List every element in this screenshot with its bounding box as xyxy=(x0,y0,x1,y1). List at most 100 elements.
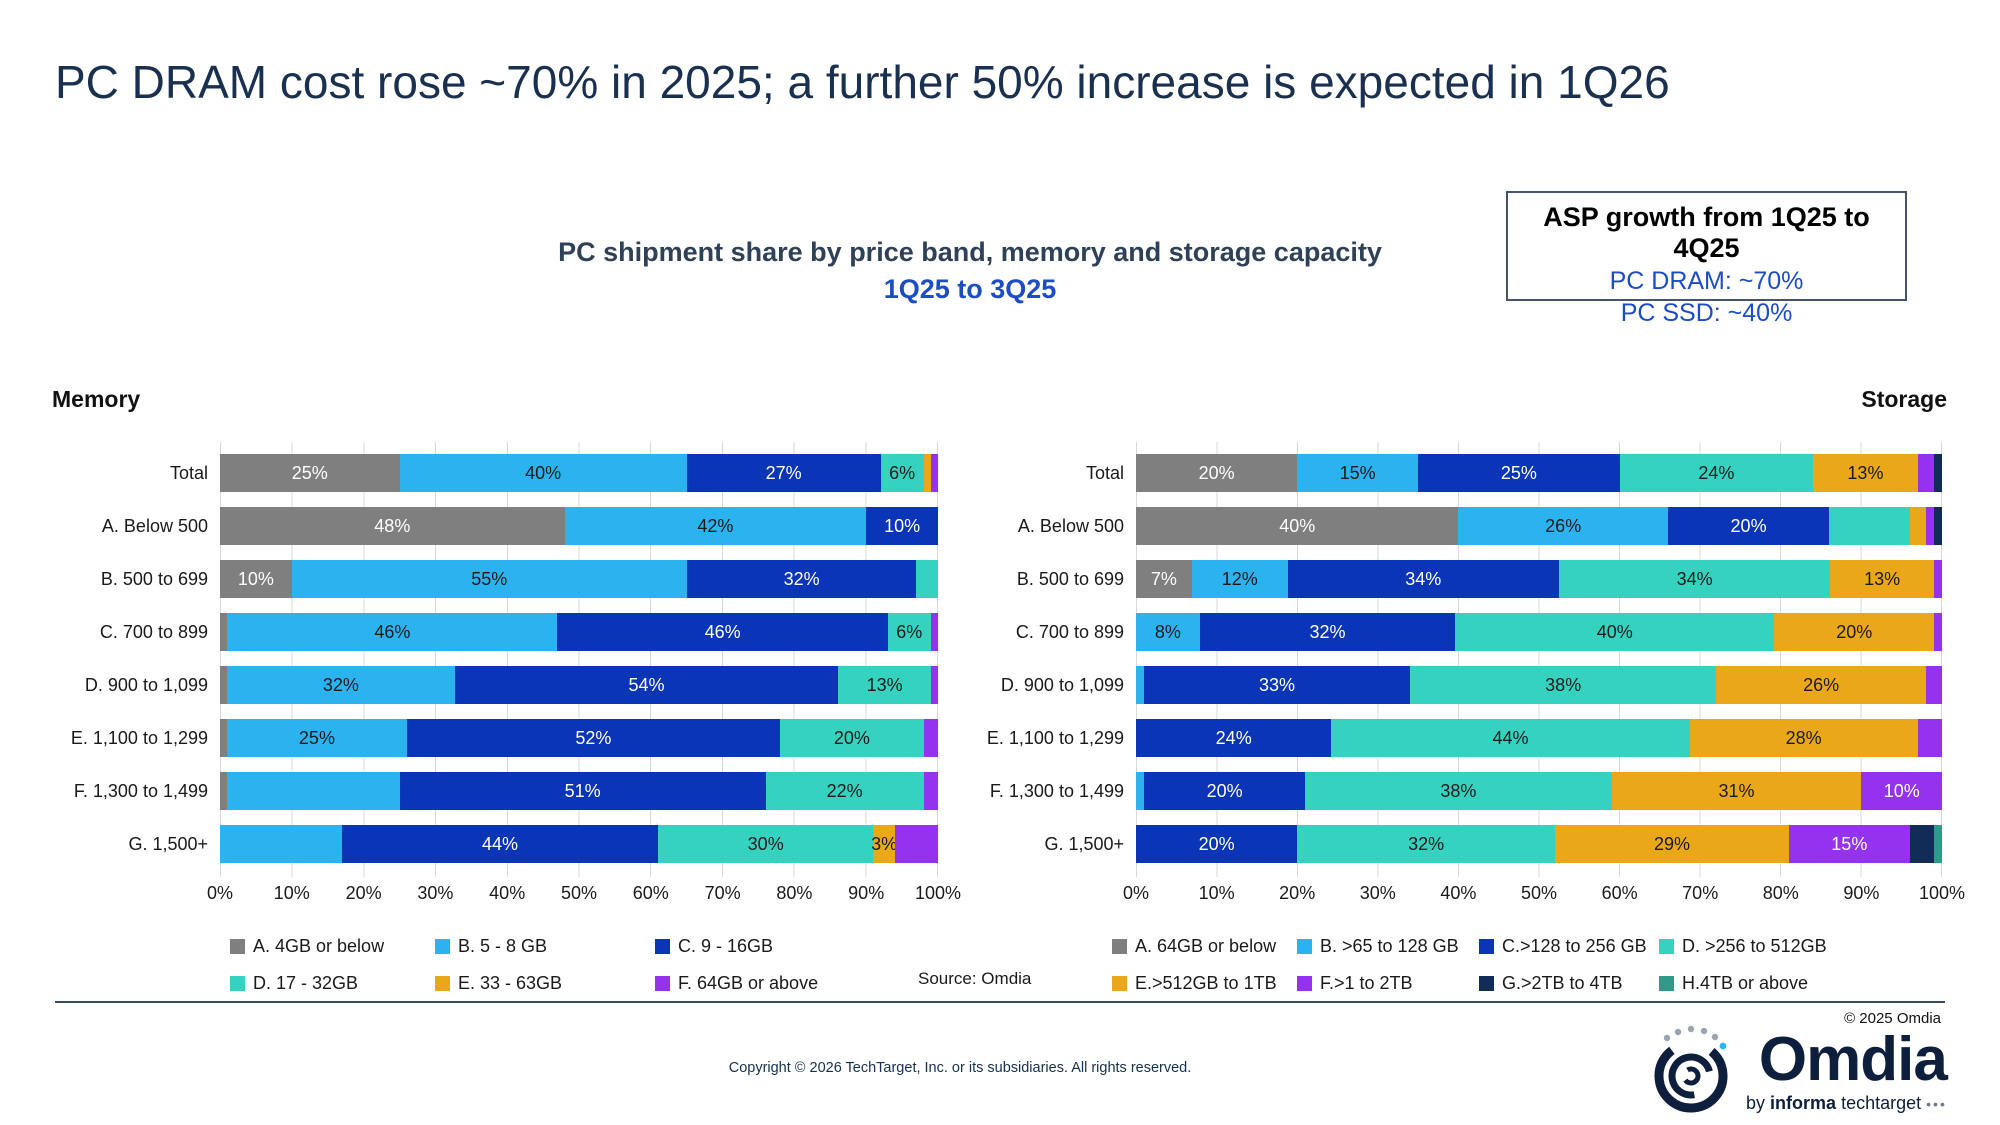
subtitle-line2: 1Q25 to 3Q25 xyxy=(883,274,1057,304)
bar-track: 25% 40% 27% 6% xyxy=(220,454,939,492)
memory-chart-title: Memory xyxy=(52,386,141,412)
category-label: C. 700 to 899 xyxy=(99,621,208,642)
bar-value-label: 25% xyxy=(291,462,328,483)
bar-segment: 15% xyxy=(1788,825,1910,863)
bar-segment: 42% xyxy=(564,507,867,545)
bar-value-label: 25% xyxy=(1500,462,1537,483)
legend-item: F.>1 to 2TB xyxy=(1297,973,1479,994)
legend-item: A. 4GB or below xyxy=(230,936,435,957)
axis-tick-label: 30% xyxy=(1359,883,1396,903)
bar-value-label: 10% xyxy=(884,515,921,536)
bar-segment xyxy=(923,772,938,810)
omdia-logo: Omdia by informa techtarget ••• xyxy=(1648,1022,1948,1121)
axis-tick-label: 80% xyxy=(1762,883,1799,903)
bar-segment: 38% xyxy=(1410,666,1717,704)
axis-tick-label: 40% xyxy=(489,883,526,903)
page-title: PC DRAM cost rose ~70% in 2025; a furthe… xyxy=(55,56,1670,108)
legend-item: B. 5 - 8 GB xyxy=(435,936,655,957)
bar-segment xyxy=(220,719,228,757)
bar-row: C. 700 to 899 8% 32% 40% 20% xyxy=(949,613,1942,651)
bar-track: 33% 38% 26% xyxy=(1136,666,1943,704)
source-label: Source: Omdia xyxy=(918,969,1032,988)
bar-value-label: 20% xyxy=(1206,780,1243,801)
legend-swatch xyxy=(1479,939,1494,954)
bar-segment: 44% xyxy=(1331,719,1690,757)
bar-value-label: 30% xyxy=(747,833,784,854)
bar-segment xyxy=(1136,772,1145,810)
bar-row: A. Below 500 48% 42% 10% xyxy=(55,507,938,545)
bar-track: 32% 54% 13% xyxy=(220,666,938,704)
bar-value-label: 29% xyxy=(1653,833,1690,854)
legend-label: F.>1 to 2TB xyxy=(1320,973,1413,993)
omdia-copyright: © 2025 Omdia xyxy=(1844,1010,1941,1027)
storage-chart-title: Storage xyxy=(1861,386,1947,412)
category-label: A. Below 500 xyxy=(1017,515,1124,536)
bar-segment: 34% xyxy=(1287,560,1559,598)
bar-row: Total 25% 40% 27% 6% xyxy=(55,454,939,492)
bar-value-label: 40% xyxy=(525,462,562,483)
storage-chart: Total 20% 15% 25% 24% 13% A. Below 500 40% 26% 20… xyxy=(949,442,1965,993)
category-label: B. 500 to 699 xyxy=(1016,568,1124,589)
bar-segment: 30% xyxy=(657,825,874,863)
omdia-logo-mark-icon xyxy=(1648,1022,1738,1121)
memory-chart: Total 25% 40% 27% 6% A. Below 500 48% 42% 10% B. … xyxy=(55,442,961,993)
bar-segment xyxy=(220,666,228,704)
bar-track: 20% 32% 29% 15% xyxy=(1136,825,1943,863)
bar-value-label: 3% xyxy=(871,833,898,854)
bar-segment xyxy=(1917,719,1942,757)
legend-item: C. 9 - 16GB xyxy=(655,936,955,957)
bar-value-label: 32% xyxy=(322,674,359,695)
bar-segment xyxy=(1925,666,1943,704)
category-label: F. 1,300 to 1,499 xyxy=(73,780,208,801)
footer-divider xyxy=(55,1001,1945,1003)
axis-tick-label: 0% xyxy=(1122,883,1150,903)
legend-label: D. >256 to 512GB xyxy=(1682,936,1827,956)
bar-segment: 25% xyxy=(227,719,407,757)
axis-tick-label: 20% xyxy=(345,883,382,903)
legend-item: B. >65 to 128 GB xyxy=(1297,936,1479,957)
bar-segment: 10% xyxy=(220,560,292,598)
bar-segment xyxy=(1917,454,1934,492)
legend-label: A. 64GB or below xyxy=(1135,936,1277,956)
bar-segment: 32% xyxy=(686,560,917,598)
bar-row: E. 1,100 to 1,299 24% 44% 28% xyxy=(949,719,1942,757)
legend-label: F. 64GB or above xyxy=(678,973,819,993)
legend-swatch xyxy=(230,976,245,991)
legend-label: H.4TB or above xyxy=(1682,973,1809,993)
bar-segment: 22% xyxy=(765,772,924,810)
legend-label: C. 9 - 16GB xyxy=(678,936,774,956)
bar-segment xyxy=(220,613,228,651)
category-label: B. 500 to 699 xyxy=(100,568,208,589)
legend-swatch xyxy=(1659,939,1674,954)
legend-label: G.>2TB to 4TB xyxy=(1502,973,1623,993)
bar-segment: 26% xyxy=(1458,507,1668,545)
bar-value-label: 44% xyxy=(1492,727,1529,748)
bar-segment: 24% xyxy=(1136,719,1332,757)
bar-segment xyxy=(1136,666,1145,704)
bar-row: G. 1,500+ 44% 30% 3% xyxy=(55,825,939,863)
bar-segment xyxy=(227,772,400,810)
bar-segment: 48% xyxy=(220,507,565,545)
bar-segment: 13% xyxy=(1830,560,1935,598)
bar-segment: 24% xyxy=(1619,454,1814,492)
bar-segment: 54% xyxy=(454,666,839,704)
legend-label: A. 4GB or below xyxy=(253,936,385,956)
bar-segment: 20% xyxy=(1144,772,1306,810)
axis-tick-label: 100% xyxy=(1918,883,1966,903)
bar-row: D. 900 to 1,099 32% 54% 13% xyxy=(55,666,938,704)
bar-segment: 52% xyxy=(406,719,781,757)
axis-tick-label: 50% xyxy=(1520,883,1558,903)
axis-tick-label: 60% xyxy=(632,883,669,903)
bar-value-label: 10% xyxy=(237,568,274,589)
bar-segment: 12% xyxy=(1191,560,1288,598)
category-label: D. 900 to 1,099 xyxy=(1000,674,1124,695)
legend-item: C.>128 to 256 GB xyxy=(1479,936,1659,957)
legend-swatch xyxy=(1112,939,1127,954)
bar-segment xyxy=(894,825,939,863)
bar-value-label: 55% xyxy=(471,568,508,589)
bar-value-label: 54% xyxy=(628,674,665,695)
legend-label: B. 5 - 8 GB xyxy=(458,936,548,956)
bar-segment: 10% xyxy=(1861,772,1942,810)
bar-value-label: 40% xyxy=(1279,515,1316,536)
axis-tick-label: 10% xyxy=(1198,883,1235,903)
